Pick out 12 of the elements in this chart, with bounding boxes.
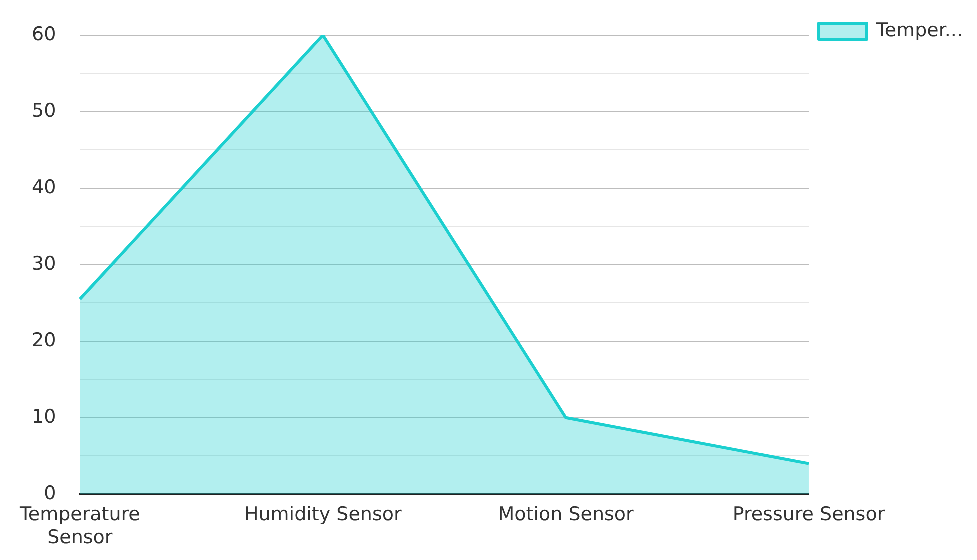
y-tick-label: 60 xyxy=(32,23,56,46)
y-tick-label: 0 xyxy=(44,482,56,504)
y-tick-label: 20 xyxy=(32,329,56,352)
x-tick-label: Humidity Sensor xyxy=(244,504,402,526)
x-tick-label: Temperature Sensor xyxy=(18,504,140,549)
y-tick-label: 30 xyxy=(32,252,56,275)
y-tick-label: 50 xyxy=(32,100,56,122)
legend-label: Temper... xyxy=(875,19,964,42)
x-tick-label: Motion Sensor xyxy=(498,504,634,526)
x-tick-label: Pressure Sensor xyxy=(732,504,886,526)
y-tick-label: 40 xyxy=(32,176,56,198)
y-tick-label: 10 xyxy=(32,406,56,428)
